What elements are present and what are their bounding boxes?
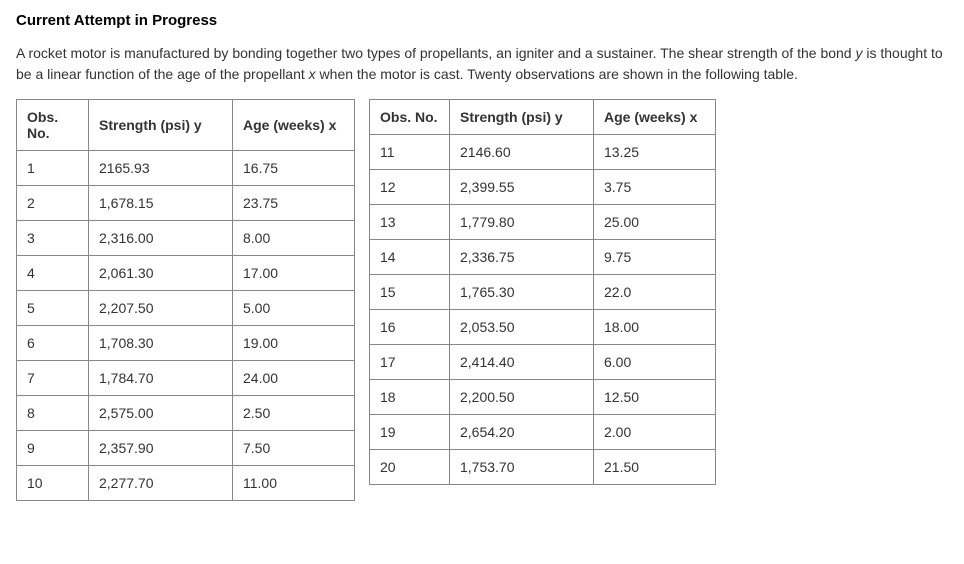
cell-obs: 16 bbox=[370, 310, 450, 345]
cell-strength: 2,316.00 bbox=[89, 221, 233, 256]
cell-strength: 2,414.40 bbox=[450, 345, 594, 380]
table-row: 151,765.3022.0 bbox=[370, 275, 716, 310]
cell-age: 6.00 bbox=[594, 345, 716, 380]
cell-age: 13.25 bbox=[594, 135, 716, 170]
cell-obs: 1 bbox=[17, 151, 89, 186]
section-heading: Current Attempt in Progress bbox=[16, 12, 948, 29]
cell-obs: 15 bbox=[370, 275, 450, 310]
data-table-wrap: Obs. No. Strength (psi) y Age (weeks) x … bbox=[16, 99, 948, 501]
table-row: 102,277.7011.00 bbox=[17, 466, 355, 501]
table-header-row: Obs. No. Strength (psi) y Age (weeks) x bbox=[17, 100, 355, 151]
cell-age: 16.75 bbox=[233, 151, 355, 186]
cell-strength: 2,336.75 bbox=[450, 240, 594, 275]
cell-obs: 14 bbox=[370, 240, 450, 275]
header-obs: Obs. No. bbox=[17, 100, 89, 151]
cell-strength: 2,575.00 bbox=[89, 396, 233, 431]
cell-strength: 2,207.50 bbox=[89, 291, 233, 326]
header-age: Age (weeks) x bbox=[594, 100, 716, 135]
cell-age: 3.75 bbox=[594, 170, 716, 205]
table-row: 122,399.553.75 bbox=[370, 170, 716, 205]
table-row: 21,678.1523.75 bbox=[17, 186, 355, 221]
header-age: Age (weeks) x bbox=[233, 100, 355, 151]
table-row: 32,316.008.00 bbox=[17, 221, 355, 256]
cell-obs: 8 bbox=[17, 396, 89, 431]
data-table-right: Obs. No. Strength (psi) y Age (weeks) x … bbox=[369, 99, 716, 485]
header-obs: Obs. No. bbox=[370, 100, 450, 135]
header-strength: Strength (psi) y bbox=[450, 100, 594, 135]
cell-strength: 1,765.30 bbox=[450, 275, 594, 310]
cell-obs: 2 bbox=[17, 186, 89, 221]
cell-age: 21.50 bbox=[594, 450, 716, 485]
table-row: 52,207.505.00 bbox=[17, 291, 355, 326]
cell-obs: 6 bbox=[17, 326, 89, 361]
table-row: 112146.6013.25 bbox=[370, 135, 716, 170]
cell-obs: 9 bbox=[17, 431, 89, 466]
table-row: 82,575.002.50 bbox=[17, 396, 355, 431]
table-row: 182,200.5012.50 bbox=[370, 380, 716, 415]
table-row: 201,753.7021.50 bbox=[370, 450, 716, 485]
cell-obs: 19 bbox=[370, 415, 450, 450]
cell-obs: 4 bbox=[17, 256, 89, 291]
cell-age: 19.00 bbox=[233, 326, 355, 361]
table-row: 71,784.7024.00 bbox=[17, 361, 355, 396]
cell-obs: 18 bbox=[370, 380, 450, 415]
cell-obs: 3 bbox=[17, 221, 89, 256]
cell-age: 12.50 bbox=[594, 380, 716, 415]
table-row: 61,708.3019.00 bbox=[17, 326, 355, 361]
table-row: 92,357.907.50 bbox=[17, 431, 355, 466]
desc-italic-x: x bbox=[309, 66, 316, 82]
cell-age: 25.00 bbox=[594, 205, 716, 240]
cell-age: 2.50 bbox=[233, 396, 355, 431]
table-header-row: Obs. No. Strength (psi) y Age (weeks) x bbox=[370, 100, 716, 135]
cell-age: 22.0 bbox=[594, 275, 716, 310]
table-row: 142,336.759.75 bbox=[370, 240, 716, 275]
cell-obs: 20 bbox=[370, 450, 450, 485]
table-row: 172,414.406.00 bbox=[370, 345, 716, 380]
cell-obs: 13 bbox=[370, 205, 450, 240]
cell-strength: 2,399.55 bbox=[450, 170, 594, 205]
table-row: 192,654.202.00 bbox=[370, 415, 716, 450]
table-row: 12165.9316.75 bbox=[17, 151, 355, 186]
cell-strength: 1,678.15 bbox=[89, 186, 233, 221]
desc-text-1: A rocket motor is manufactured by bondin… bbox=[16, 45, 855, 61]
table-body-left: 12165.9316.7521,678.1523.7532,316.008.00… bbox=[17, 151, 355, 501]
cell-age: 9.75 bbox=[594, 240, 716, 275]
cell-obs: 11 bbox=[370, 135, 450, 170]
cell-strength: 1,779.80 bbox=[450, 205, 594, 240]
problem-description: A rocket motor is manufactured by bondin… bbox=[16, 43, 948, 85]
table-row: 42,061.3017.00 bbox=[17, 256, 355, 291]
cell-obs: 5 bbox=[17, 291, 89, 326]
cell-strength: 2,654.20 bbox=[450, 415, 594, 450]
cell-strength: 2,053.50 bbox=[450, 310, 594, 345]
cell-age: 5.00 bbox=[233, 291, 355, 326]
cell-strength: 1,753.70 bbox=[450, 450, 594, 485]
cell-age: 7.50 bbox=[233, 431, 355, 466]
table-body-right: 112146.6013.25122,399.553.75131,779.8025… bbox=[370, 135, 716, 485]
cell-strength: 2,357.90 bbox=[89, 431, 233, 466]
cell-age: 11.00 bbox=[233, 466, 355, 501]
cell-obs: 12 bbox=[370, 170, 450, 205]
cell-age: 18.00 bbox=[594, 310, 716, 345]
cell-age: 17.00 bbox=[233, 256, 355, 291]
cell-obs: 10 bbox=[17, 466, 89, 501]
cell-age: 8.00 bbox=[233, 221, 355, 256]
cell-age: 2.00 bbox=[594, 415, 716, 450]
cell-strength: 1,708.30 bbox=[89, 326, 233, 361]
cell-strength: 2146.60 bbox=[450, 135, 594, 170]
cell-strength: 2165.93 bbox=[89, 151, 233, 186]
cell-age: 23.75 bbox=[233, 186, 355, 221]
cell-age: 24.00 bbox=[233, 361, 355, 396]
table-row: 162,053.5018.00 bbox=[370, 310, 716, 345]
cell-strength: 2,200.50 bbox=[450, 380, 594, 415]
desc-text-3: when the motor is cast. Twenty observati… bbox=[316, 66, 798, 82]
cell-obs: 17 bbox=[370, 345, 450, 380]
cell-obs: 7 bbox=[17, 361, 89, 396]
data-table-left: Obs. No. Strength (psi) y Age (weeks) x … bbox=[16, 99, 355, 501]
cell-strength: 2,061.30 bbox=[89, 256, 233, 291]
cell-strength: 1,784.70 bbox=[89, 361, 233, 396]
table-row: 131,779.8025.00 bbox=[370, 205, 716, 240]
cell-strength: 2,277.70 bbox=[89, 466, 233, 501]
header-strength: Strength (psi) y bbox=[89, 100, 233, 151]
